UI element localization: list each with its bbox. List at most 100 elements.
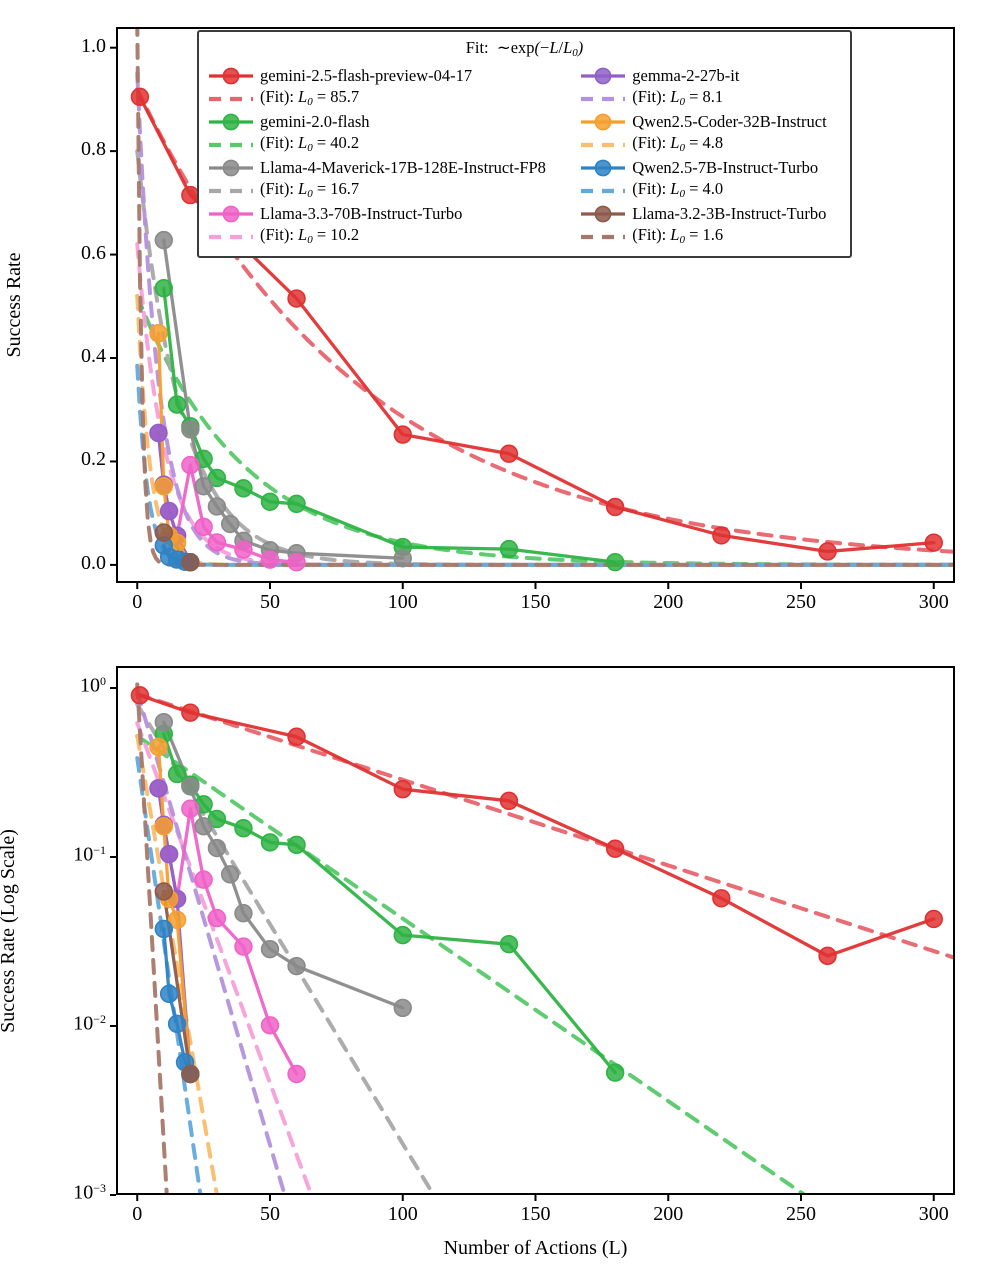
ytick-linear-0: 0.0 xyxy=(81,551,106,574)
data-point xyxy=(287,553,306,572)
legend-marker-4 xyxy=(580,67,626,85)
legend-fit-marker-3 xyxy=(208,228,254,246)
data-point xyxy=(393,425,412,444)
ytick-linear-2: 0.4 xyxy=(81,345,106,367)
data-point xyxy=(154,477,173,496)
data-point xyxy=(167,764,187,784)
series-line xyxy=(135,702,435,1193)
data-point xyxy=(154,817,173,836)
data-point xyxy=(154,882,173,901)
legend-fit-label-0: (Fit): L0 = 85.7 xyxy=(260,86,360,108)
series-line xyxy=(135,734,219,1193)
legend-label-7: Llama-3.2-3B-Instruct-Turbo xyxy=(632,204,827,224)
legend-item-3[interactable]: Llama-3.3-70B-Instruct-Turbo xyxy=(208,203,560,226)
legend-marker-0 xyxy=(208,67,254,85)
legend: Fit: ∼exp(−L/L0) gemini-2.5-flash-preview… xyxy=(197,30,852,258)
legend-item-0[interactable]: gemini-2.5-flash-preview-04-17 xyxy=(208,65,560,88)
legend-label-5: Qwen2.5-Coder-32B-Instruct xyxy=(632,112,827,132)
data-point xyxy=(181,1064,200,1084)
ytick-linear-5: 1.0 xyxy=(81,34,106,57)
legend-item-5[interactable]: Qwen2.5-Coder-32B-Instruct xyxy=(580,111,841,134)
legend-fit-item-2[interactable]: (Fit): L0 = 16.7 xyxy=(208,178,560,203)
plot-area-linear xyxy=(130,29,953,572)
data-point xyxy=(207,908,227,928)
data-point xyxy=(149,323,168,343)
ylabel-log: Success Rate (Log Scale) xyxy=(0,828,19,1033)
data-point xyxy=(287,835,306,855)
xlabel-log: Number of Actions (L) xyxy=(443,1237,628,1259)
data-point xyxy=(167,1014,187,1034)
legend-column-right: gemma-2-27b-it (Fit): L0 = 8.1 Qwen2.5-Cod… xyxy=(580,65,841,249)
data-point xyxy=(393,779,412,799)
ytick-log-1: 10−1 xyxy=(73,843,106,866)
data-point xyxy=(260,833,280,852)
series-line xyxy=(135,29,953,567)
legend-item-6[interactable]: Qwen2.5-7B-Instruct-Turbo xyxy=(580,157,841,180)
xtick-linear-3: 150 xyxy=(520,591,551,613)
legend-marker-5 xyxy=(580,113,626,131)
data-point xyxy=(207,497,227,516)
data-point xyxy=(393,998,412,1018)
legend-item-1[interactable]: gemini-2.0-flash xyxy=(208,111,560,134)
ytick-log-2: 10−2 xyxy=(73,1012,106,1035)
data-point xyxy=(194,517,213,537)
data-point xyxy=(924,909,943,929)
data-point xyxy=(154,523,173,542)
legend-fit-item-5[interactable]: (Fit): L0 = 4.8 xyxy=(580,133,841,157)
data-point xyxy=(260,492,280,511)
legend-marker-2 xyxy=(208,159,254,177)
data-point xyxy=(167,395,187,414)
legend-column-left: gemini-2.5-flash-preview-04-17 (Fit): L0 … xyxy=(208,65,560,249)
data-point xyxy=(234,904,253,923)
data-point xyxy=(234,937,253,956)
data-point xyxy=(159,844,179,864)
data-point xyxy=(605,839,625,858)
legend-fit-item-7[interactable]: (Fit): L0 = 1.6 xyxy=(580,225,841,249)
data-point xyxy=(499,791,519,811)
data-point xyxy=(220,514,240,534)
xtick-log-3: 150 xyxy=(520,1203,551,1225)
data-point xyxy=(393,925,412,945)
data-point xyxy=(149,779,168,798)
data-point xyxy=(154,919,173,939)
data-point xyxy=(287,289,306,308)
xtick-log-6: 300 xyxy=(918,1203,949,1225)
legend-item-7[interactable]: Llama-3.2-3B-Instruct-Turbo xyxy=(580,203,841,226)
ytick-log-0: 100 xyxy=(80,674,106,697)
legend-label-0: gemini-2.5-flash-preview-04-17 xyxy=(260,66,473,86)
legend-fit-item-3[interactable]: (Fit): L0 = 10.2 xyxy=(208,225,560,249)
legend-title: Fit: ∼exp(−L/L0) xyxy=(465,38,584,59)
legend-fit-item-4[interactable]: (Fit): L0 = 8.1 xyxy=(580,87,841,111)
legend-fit-item-0[interactable]: (Fit): L0 = 85.7 xyxy=(208,86,560,111)
xtick-log-5: 250 xyxy=(786,1203,816,1225)
data-point xyxy=(499,539,519,559)
series-line xyxy=(135,692,953,960)
ytick-linear-3: 0.6 xyxy=(81,241,106,264)
data-point xyxy=(154,230,173,250)
data-point xyxy=(181,553,200,572)
legend-fit-item-6[interactable]: (Fit): L0 = 4.0 xyxy=(580,178,841,203)
xtick-log-4: 200 xyxy=(653,1203,684,1225)
data-point xyxy=(194,477,213,496)
data-point xyxy=(712,526,731,545)
legend-fit-item-1[interactable]: (Fit): L0 = 40.2 xyxy=(208,133,560,157)
legend-label-1: gemini-2.0-flash xyxy=(260,112,370,132)
legend-marker-3 xyxy=(208,205,254,223)
legend-fit-label-2: (Fit): L0 = 16.7 xyxy=(260,178,360,200)
data-point xyxy=(181,799,200,818)
data-point xyxy=(260,550,280,569)
ytick-linear-1: 0.2 xyxy=(81,448,106,471)
series-line xyxy=(135,689,287,1193)
data-point xyxy=(393,549,412,568)
data-point xyxy=(924,533,943,552)
ylabel-linear: Success Rate xyxy=(3,252,25,358)
legend-fit-label-6: (Fit): L0 = 4.0 xyxy=(632,178,724,200)
legend-item-2[interactable]: Llama-4-Maverick-17B-128E-Instruct-FP8 xyxy=(208,157,560,180)
legend-item-4[interactable]: gemma-2-27b-it xyxy=(580,65,841,88)
series-line xyxy=(135,734,806,1193)
data-point xyxy=(818,542,837,561)
plot-area-log xyxy=(130,682,953,1193)
data-point xyxy=(234,819,253,838)
xtick-linear-4: 200 xyxy=(653,591,684,613)
data-point xyxy=(207,533,227,552)
